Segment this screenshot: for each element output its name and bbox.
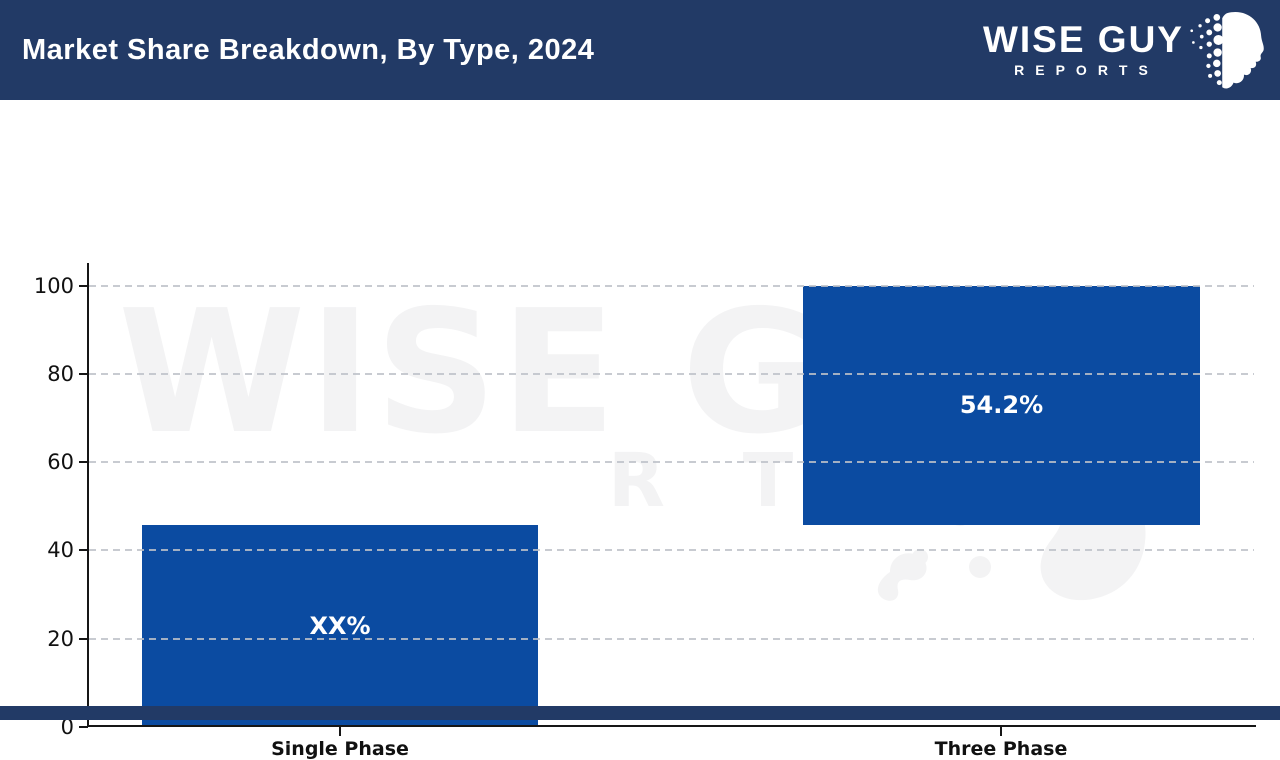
footer-bar [0,706,1280,720]
bar-chart-plot-area: XX% 54.2% 0 20 40 60 80 100 Single Phase Three P… [0,100,1280,760]
x-tick-label-single-phase: Single Phase [271,738,409,760]
x-tick-label-three-phase: Three Phase [934,738,1068,760]
y-tick-label-40: 40 [47,538,74,563]
x-tick-mark-2 [1000,727,1002,736]
y-tick-mark-60 [79,461,88,464]
bar-value-label: XX% [309,611,371,640]
y-tick-mark-40 [79,549,88,552]
chart-title: Market Share Breakdown, By Type, 2024 [22,33,595,66]
brand-logo: WISE GUY REPORTS [983,0,1272,100]
gridline-80 [89,372,1254,375]
bar-three-phase: 54.2% [803,285,1200,525]
y-tick-mark-20 [79,637,88,640]
brand-name: WISE GUY [982,19,1184,60]
bar-value-label: 54.2% [959,391,1044,420]
y-tick-label-100: 100 [33,273,74,298]
x-tick-mark-1 [339,727,341,736]
brand-subtitle: REPORTS [1014,62,1159,78]
gridline-40 [89,549,1254,552]
gridline-20 [89,637,1254,640]
brand-logo-text: WISE GUY REPORTS [983,21,1184,79]
head-profile-logo-icon [1190,12,1264,89]
y-tick-label-80: 80 [47,361,74,386]
bar-single-phase: XX% [142,524,538,727]
y-tick-mark-80 [79,372,88,375]
y-tick-label-20: 20 [47,626,74,651]
y-tick-label-60: 60 [47,450,74,475]
gridline-100 [89,284,1254,287]
x-axis-line [87,725,1256,727]
y-axis-line [87,263,89,727]
y-tick-mark-100 [79,284,88,287]
gridline-60 [89,461,1254,464]
header-bar: Market Share Breakdown, By Type, 2024 WI… [0,0,1280,100]
